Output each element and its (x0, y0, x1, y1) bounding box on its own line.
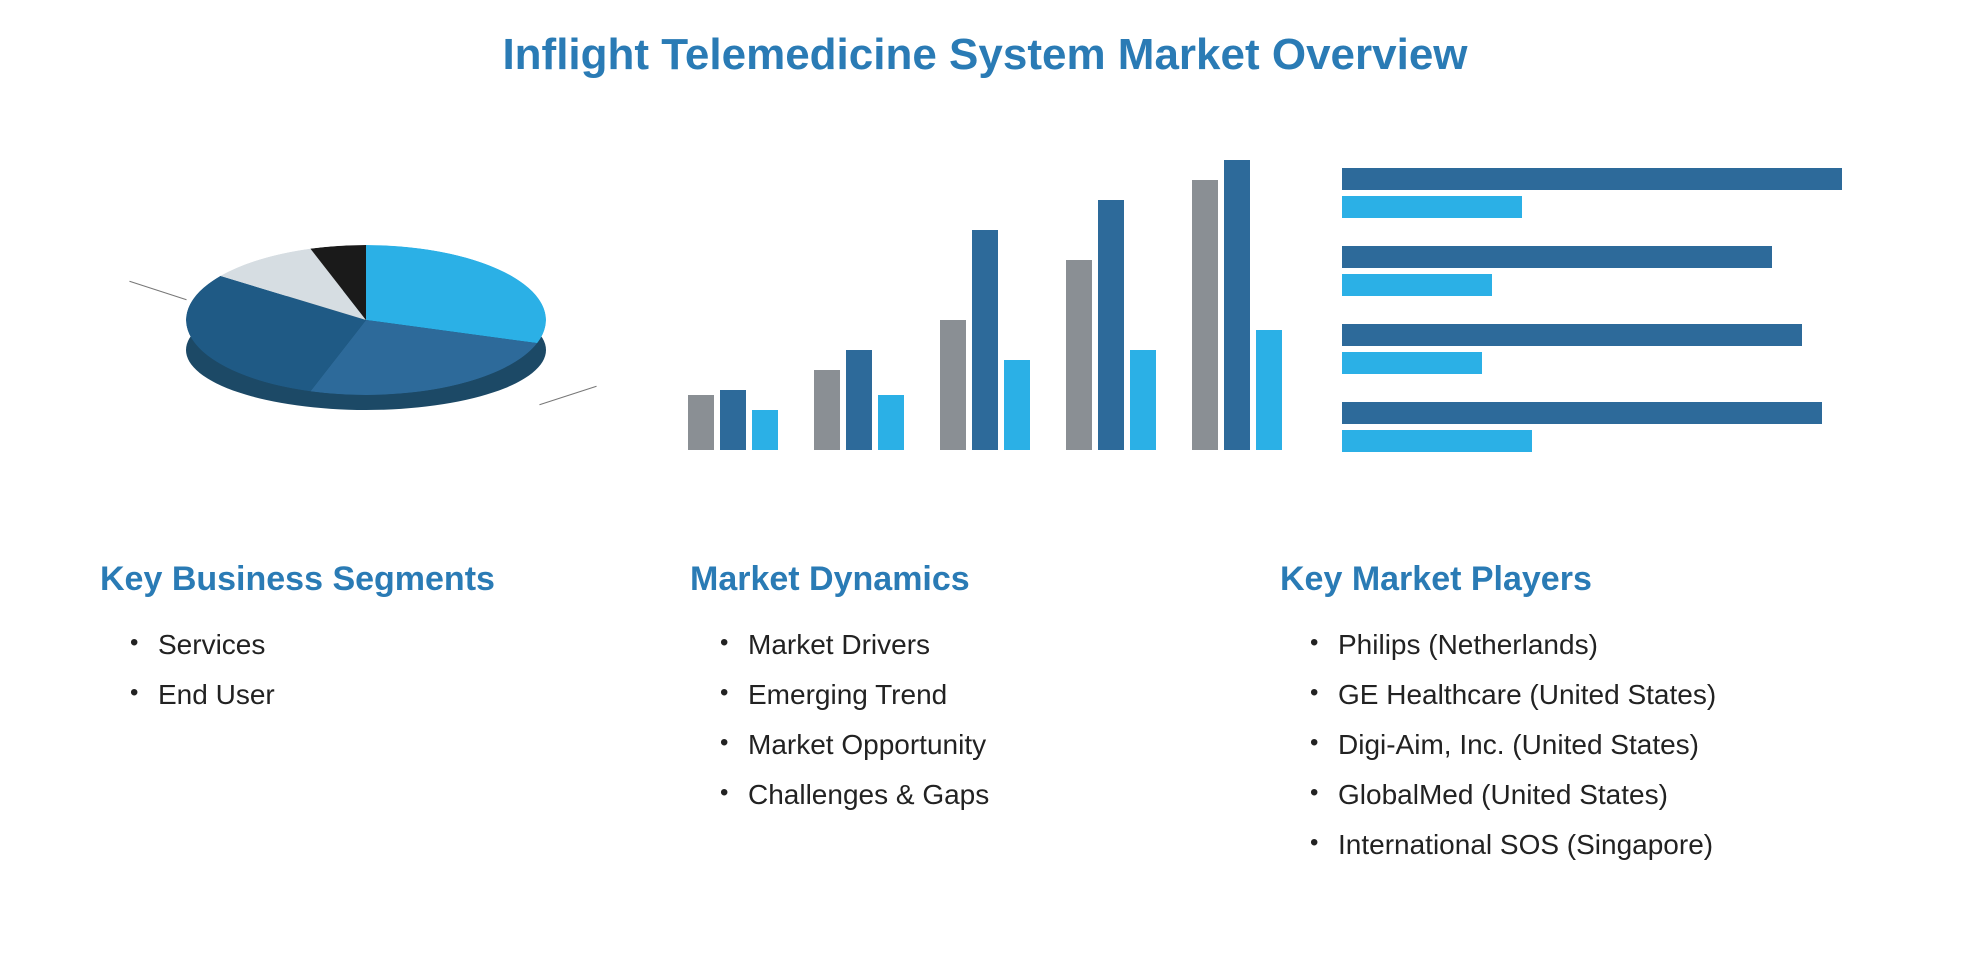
hbar (1342, 430, 1532, 452)
list-item: GE Healthcare (United States) (1310, 679, 1830, 711)
bar (1192, 180, 1218, 450)
bar (1224, 160, 1250, 450)
list-item: Market Drivers (720, 629, 1240, 661)
bar (1004, 360, 1030, 450)
players-heading: Key Market Players (1280, 560, 1830, 599)
hbar (1342, 402, 1822, 424)
hbar-pair (1342, 246, 1862, 296)
bar-chart (677, 160, 1294, 460)
bar-group (814, 350, 904, 450)
bar (1098, 200, 1124, 450)
bar (814, 370, 840, 450)
horizontal-bar-chart (1293, 168, 1910, 452)
list-item: Digi-Aim, Inc. (United States) (1310, 729, 1830, 761)
page-title: Inflight Telemedicine System Market Over… (60, 30, 1910, 80)
hbar (1342, 274, 1492, 296)
bar (846, 350, 872, 450)
hbar (1342, 246, 1772, 268)
bar (720, 390, 746, 450)
hbar-pair (1342, 324, 1862, 374)
bar (688, 395, 714, 450)
dynamics-column: Market Dynamics Market Drivers Emerging T… (690, 560, 1280, 879)
list-item: Emerging Trend (720, 679, 1240, 711)
hbar-pair (1342, 402, 1862, 452)
pie-top (186, 245, 546, 395)
players-column: Key Market Players Philips (Netherlands)… (1280, 560, 1870, 879)
hbar (1342, 168, 1842, 190)
bar (940, 320, 966, 450)
hbar (1342, 352, 1482, 374)
bar (878, 395, 904, 450)
hbar (1342, 324, 1802, 346)
bar (1130, 350, 1156, 450)
segments-list: Services End User (100, 629, 650, 711)
dynamics-list: Market Drivers Emerging Trend Market Oppor… (690, 629, 1240, 811)
list-item: Challenges & Gaps (720, 779, 1240, 811)
bar-group (1066, 200, 1156, 450)
hbar (1342, 196, 1522, 218)
list-item: Market Opportunity (720, 729, 1240, 761)
bar (752, 410, 778, 450)
segments-column: Key Business Segments Services End User (100, 560, 690, 879)
lists-row: Key Business Segments Services End User M… (60, 560, 1910, 879)
list-item: Services (130, 629, 650, 661)
players-list: Philips (Netherlands) GE Healthcare (Unit… (1280, 629, 1830, 861)
bar (1066, 260, 1092, 450)
bar-group (940, 230, 1030, 450)
bar-group (688, 390, 778, 450)
list-item: Philips (Netherlands) (1310, 629, 1830, 661)
hbar-pair (1342, 168, 1862, 218)
list-item: International SOS (Singapore) (1310, 829, 1830, 861)
list-item: GlobalMed (United States) (1310, 779, 1830, 811)
pie-leader-line (130, 281, 187, 300)
pie-chart (60, 160, 677, 460)
list-item: End User (130, 679, 650, 711)
bar (1256, 330, 1282, 450)
charts-row (60, 120, 1910, 500)
dynamics-heading: Market Dynamics (690, 560, 1240, 599)
pie-leader-line (540, 386, 597, 405)
segments-heading: Key Business Segments (100, 560, 650, 599)
bar (972, 230, 998, 450)
bar-group (1192, 160, 1282, 450)
